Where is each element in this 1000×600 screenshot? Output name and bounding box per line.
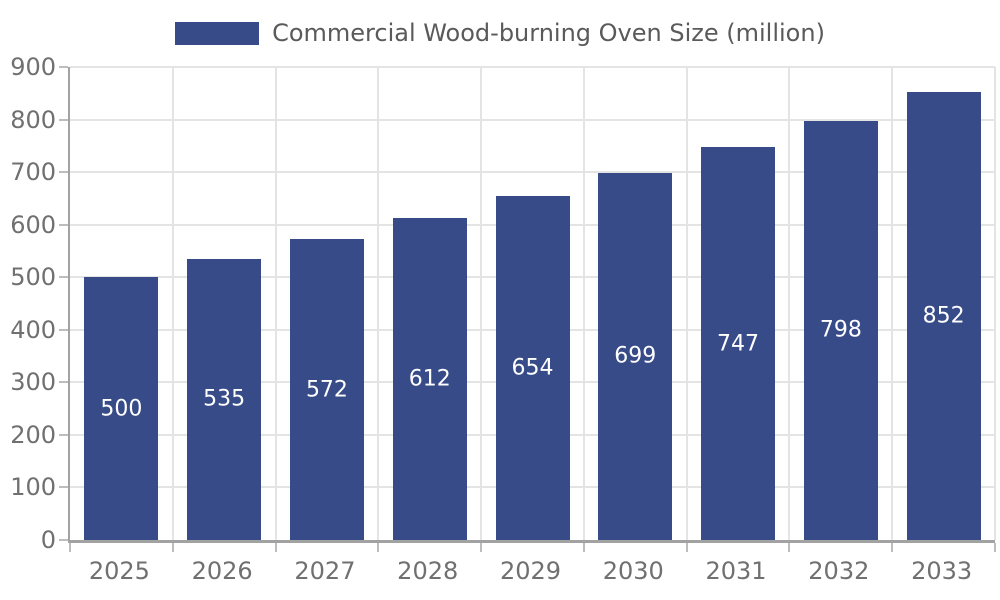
x-tick-label: 2033	[911, 557, 973, 585]
x-tick-label: 2027	[294, 557, 356, 585]
y-tick-label: 300	[10, 368, 56, 397]
bar-2027: 572	[289, 239, 364, 540]
gridline-vertical	[994, 67, 996, 540]
y-tick-mark	[59, 433, 68, 436]
y-tick-label: 800	[10, 105, 56, 134]
bar-2030: 699	[598, 172, 673, 540]
y-tick-label: 500	[10, 263, 56, 292]
x-tick-mark	[994, 543, 996, 552]
x-tick-label: 2032	[808, 557, 870, 585]
y-tick-label: 900	[10, 53, 56, 81]
gridline-vertical	[582, 67, 585, 540]
bar-2031: 747	[701, 147, 776, 540]
gridline-vertical	[891, 67, 894, 540]
gridline-horizontal	[70, 171, 995, 174]
gridline-horizontal	[70, 66, 995, 68]
bar-2029: 654	[495, 196, 570, 540]
x-tick-label: 2030	[602, 557, 664, 585]
bar-value-label: 747	[717, 331, 760, 357]
x-tick-label: 2025	[88, 557, 150, 585]
y-tick-mark	[59, 539, 68, 541]
x-tick-mark	[685, 543, 688, 552]
gridline-vertical	[377, 67, 380, 540]
y-tick-mark	[59, 486, 68, 489]
bar-2026: 535	[187, 258, 262, 540]
x-tick-mark	[171, 543, 174, 552]
bar-value-label: 500	[100, 396, 143, 422]
bar-2025: 500	[84, 277, 159, 540]
y-tick-label: 100	[10, 473, 56, 502]
bar-2028: 612	[392, 218, 467, 540]
bar-value-label: 612	[408, 366, 451, 392]
x-tick-mark	[274, 543, 277, 552]
x-tick-label: 2026	[191, 557, 253, 585]
x-tick-mark	[69, 543, 71, 552]
y-tick-label: 200	[10, 420, 56, 449]
y-tick-mark	[59, 276, 68, 279]
gridline-vertical	[480, 67, 483, 540]
legend-swatch	[175, 21, 260, 45]
bar-2033: 852	[906, 92, 981, 540]
bar-value-label: 798	[819, 317, 862, 343]
x-tick-mark	[891, 543, 894, 552]
y-tick-mark	[59, 328, 68, 331]
legend-label: Commercial Wood-burning Oven Size (milli…	[272, 19, 825, 47]
bar-value-label: 654	[511, 355, 554, 381]
gridline-vertical	[788, 67, 791, 540]
gridline-vertical	[274, 67, 277, 540]
plot-area: 500 535 572 612 654 699 747 798 852	[59, 66, 996, 552]
x-tick-label: 2031	[705, 557, 767, 585]
y-tick-label: 600	[10, 210, 56, 239]
y-tick-mark	[59, 118, 68, 121]
y-tick-label: 400	[10, 315, 56, 344]
legend: Commercial Wood-burning Oven Size (milli…	[0, 18, 1000, 48]
bar-value-label: 572	[305, 377, 348, 403]
x-tick-mark	[377, 543, 380, 552]
x-tick-mark	[788, 543, 791, 552]
y-tick-mark	[59, 223, 68, 226]
x-tick-label: 2029	[499, 557, 562, 585]
y-tick-mark	[59, 171, 68, 174]
bar-value-label: 699	[614, 343, 657, 369]
x-tick-label: 2028	[397, 557, 459, 585]
y-tick-mark	[59, 381, 68, 384]
y-tick-mark	[59, 66, 68, 68]
gridline-vertical	[685, 67, 688, 540]
y-tick-label: 0	[40, 526, 56, 554]
x-tick-mark	[582, 543, 585, 552]
bar-value-label: 852	[922, 303, 965, 329]
y-tick-label: 700	[10, 158, 56, 187]
bar-value-label: 535	[203, 386, 246, 412]
gridline-vertical	[171, 67, 174, 540]
bar-2032: 798	[803, 120, 878, 540]
x-tick-mark	[480, 543, 483, 552]
gridline-horizontal	[70, 118, 995, 121]
